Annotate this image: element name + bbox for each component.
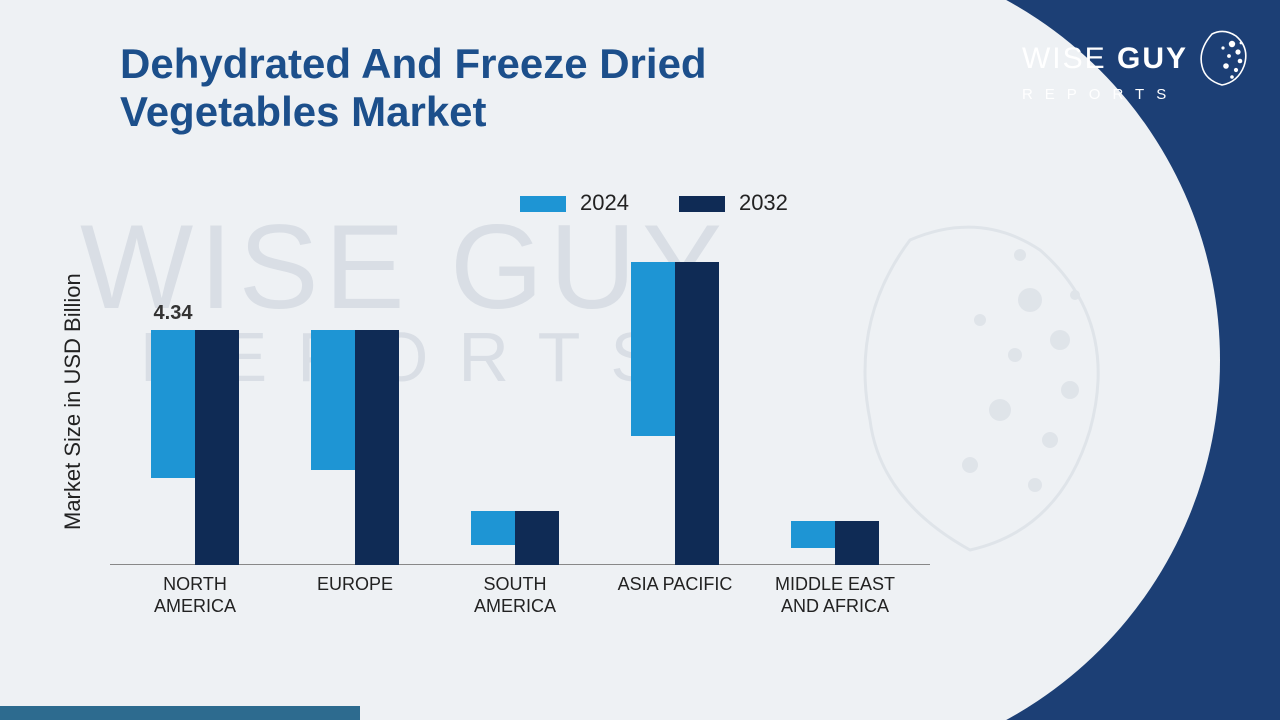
bar [311, 330, 355, 469]
chart-title: Dehydrated And Freeze Dried Vegetables M… [120, 40, 820, 137]
y-axis-label: Market Size in USD Billion [60, 273, 86, 530]
bar [515, 511, 559, 565]
category-label: EUROPE [285, 574, 425, 596]
category-label: MIDDLE EAST AND AFRICA [765, 574, 905, 617]
bar-group: 4.34 [130, 330, 260, 565]
category-label: NORTH AMERICA [125, 574, 265, 617]
legend-item-2024: 2024 [520, 190, 629, 216]
bar-group [290, 330, 420, 565]
legend: 2024 2032 [520, 190, 788, 216]
legend-label-2024: 2024 [580, 190, 629, 215]
bar [471, 511, 515, 545]
bar [835, 521, 879, 565]
bottom-accent-bar [0, 706, 360, 720]
bar [631, 262, 675, 435]
chart-canvas: WISE GUY REPORTS WISE GUY REPORTS Dehydr… [0, 0, 1280, 720]
category-label: ASIA PACIFIC [605, 574, 745, 596]
logo-head-icon [1196, 30, 1250, 88]
logo-subtext: REPORTS [1022, 86, 1250, 103]
legend-swatch-2024 [520, 196, 566, 212]
bar-group [450, 511, 580, 565]
legend-swatch-2032 [679, 196, 725, 212]
logo-word-1: WISE [1022, 42, 1107, 76]
legend-item-2032: 2032 [679, 190, 788, 216]
bar [791, 521, 835, 548]
bar: 4.34 [151, 330, 195, 478]
logo-word-2: GUY [1117, 42, 1188, 76]
category-label: SOUTH AMERICA [445, 574, 585, 617]
brand-logo: WISE GUY REPORTS [1022, 30, 1250, 103]
bar-group [610, 262, 740, 565]
bar-value-label: 4.34 [151, 302, 195, 325]
legend-label-2032: 2032 [739, 190, 788, 215]
category-labels-row: NORTH AMERICA EUROPE SOUTH AMERICA ASIA PAC… [110, 568, 930, 688]
bar [675, 262, 719, 565]
plot-area: 4.34 [110, 225, 930, 565]
bar [195, 330, 239, 565]
bar-group [770, 521, 900, 565]
bar [355, 330, 399, 565]
